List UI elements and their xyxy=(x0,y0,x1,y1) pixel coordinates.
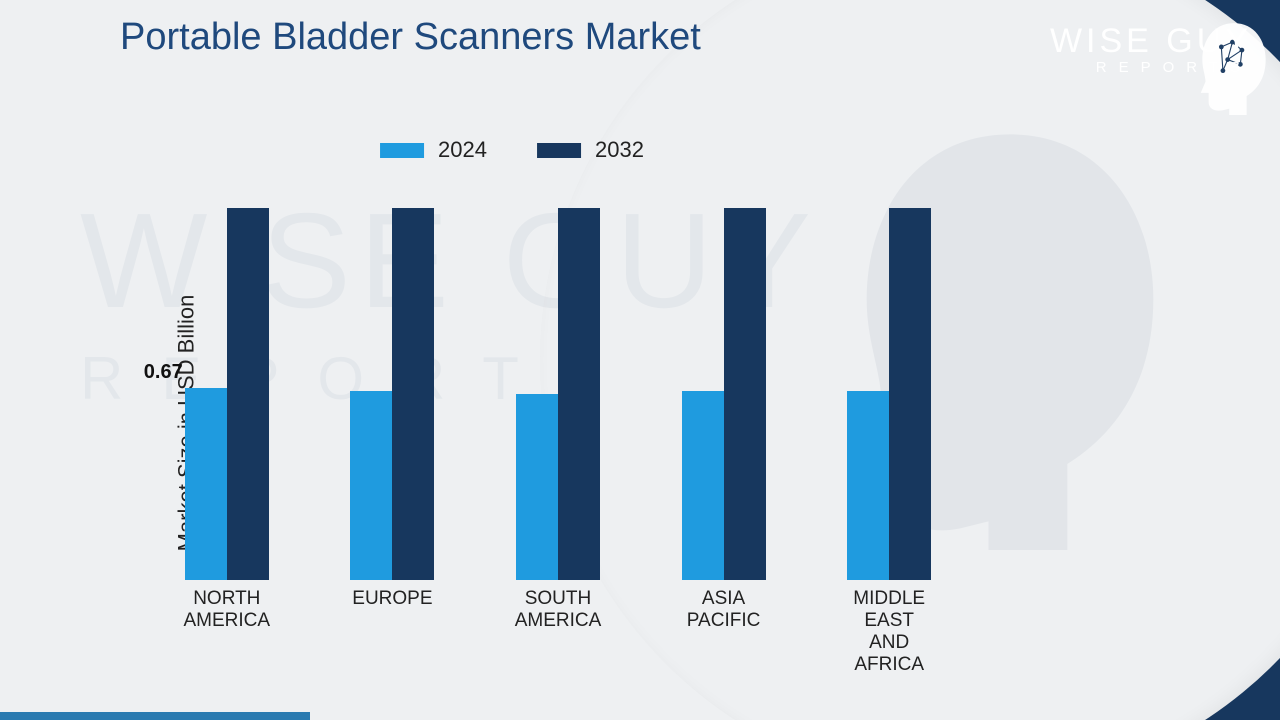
legend-swatch-2032 xyxy=(537,143,581,158)
bar-s2032 xyxy=(889,208,931,580)
bar-group xyxy=(659,179,789,580)
x-tick-label: SOUTH AMERICA xyxy=(493,584,623,700)
bar-s2032 xyxy=(227,208,269,580)
legend: 2024 2032 xyxy=(380,137,644,163)
bar-s2024 xyxy=(350,391,392,580)
legend-label-2032: 2032 xyxy=(595,137,644,163)
bar-s2024 xyxy=(847,391,889,580)
bar-s2024 xyxy=(185,388,227,580)
legend-swatch-2024 xyxy=(380,143,424,158)
chart-title: Portable Bladder Scanners Market xyxy=(120,16,701,59)
plot-area: 0.67 xyxy=(144,179,972,580)
legend-label-2024: 2024 xyxy=(438,137,487,163)
bar-s2024 xyxy=(516,394,558,580)
bar-s2032 xyxy=(558,208,600,580)
stage: WISE GUY REPORTS WISE GUY REPORTS Portab… xyxy=(0,0,1280,720)
x-tick-label: MIDDLE EAST AND AFRICA xyxy=(824,584,954,700)
x-tick-label: NORTH AMERICA xyxy=(162,584,292,700)
bar-group: 0.67 xyxy=(162,179,292,580)
brand-line1: WISE GUY xyxy=(1050,22,1252,61)
x-tick-label: ASIA PACIFIC xyxy=(659,584,789,700)
brand-logo: WISE GUY REPORTS xyxy=(1050,22,1252,76)
bar-s2032 xyxy=(392,208,434,580)
bar-value-label: 0.67 xyxy=(144,361,183,384)
legend-item-2032: 2032 xyxy=(537,137,644,163)
bar-group xyxy=(327,179,457,580)
brand-line2: REPORTS xyxy=(1050,59,1252,76)
bar-group xyxy=(824,179,954,580)
legend-item-2024: 2024 xyxy=(380,137,487,163)
x-axis-labels: NORTH AMERICA EUROPE SOUTH AMERICA ASIA PAC… xyxy=(144,584,972,700)
bottom-accent-bar xyxy=(0,712,310,720)
chart: Market Size in USD Billion 2024 2032 0.6… xyxy=(52,145,972,700)
bar-group xyxy=(493,179,623,580)
x-tick-label: EUROPE xyxy=(327,584,457,700)
bar-s2032 xyxy=(724,208,766,580)
bar-s2024 xyxy=(682,391,724,580)
